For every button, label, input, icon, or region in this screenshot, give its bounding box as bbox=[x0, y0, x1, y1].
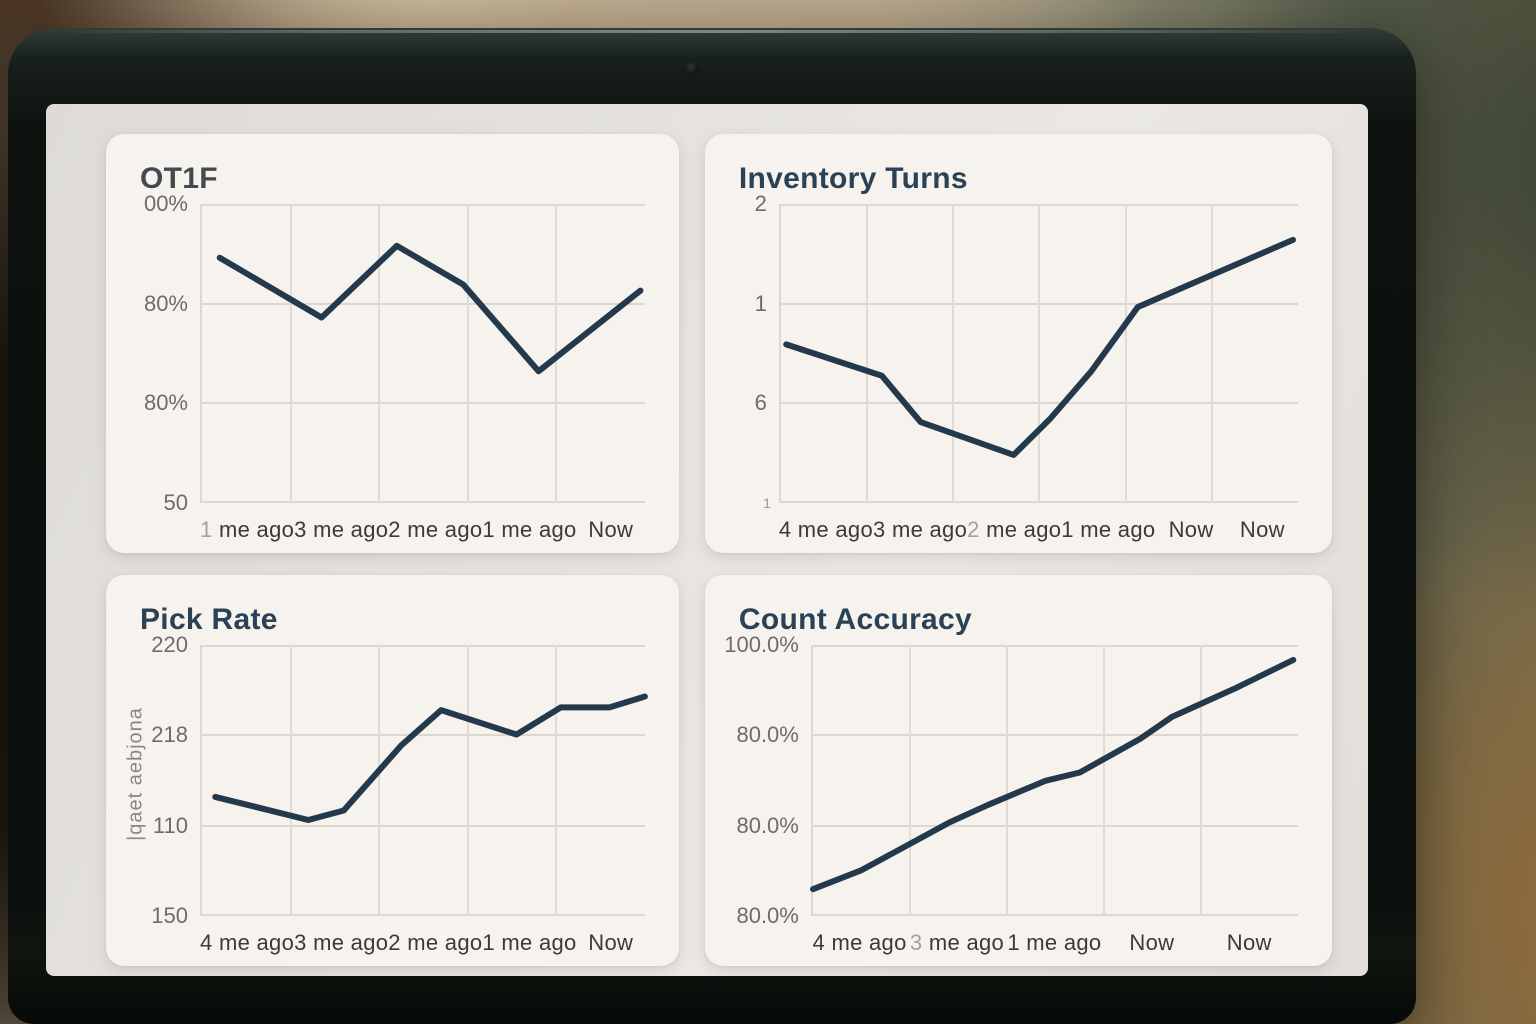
y-axis-tick: 220 bbox=[151, 631, 188, 657]
gridline bbox=[202, 913, 645, 916]
gridline bbox=[1210, 204, 1213, 503]
x-axis-tick: 2 me ago bbox=[388, 929, 483, 955]
y-axis-tick: 150 bbox=[151, 902, 188, 928]
x-axis-tick: 1 me ago bbox=[482, 516, 577, 542]
x-axis-tick: Now bbox=[588, 929, 634, 955]
y-axis-tick: 2 bbox=[754, 191, 767, 216]
gridline bbox=[1199, 644, 1202, 916]
otif-card: OT1F 00% 80% 80% 50 1 me ago 3 me ago 2 me ag… bbox=[106, 134, 679, 553]
y-axis-tick: 80.0% bbox=[736, 812, 799, 838]
y-axis-tick: 80% bbox=[143, 290, 188, 316]
y-axis-tick: 50 bbox=[163, 489, 188, 515]
gridline bbox=[866, 204, 869, 503]
y-axis-tick: 1 bbox=[754, 290, 767, 316]
gridline bbox=[202, 734, 645, 737]
trend-line bbox=[202, 204, 645, 503]
x-axis-tick: 3 me ago bbox=[909, 929, 1005, 955]
x-axis-tick: 4 me ago bbox=[778, 516, 873, 542]
gridline bbox=[555, 644, 558, 916]
plot-area bbox=[811, 644, 1298, 916]
pick-rate-card: Pick Rate |qaet aebjona 220 218 110 150 4 m… bbox=[106, 574, 679, 966]
gridline bbox=[1005, 644, 1008, 916]
x-axis: 1 me ago 3 me ago 2 me ago 1 me ago Now bbox=[200, 503, 645, 547]
x-axis-tick: Now bbox=[1168, 516, 1214, 542]
plot-area bbox=[200, 644, 645, 916]
gridline bbox=[202, 302, 645, 305]
inventory-turns-card: Inventory Turns 2 1 6 1 4 me ago 3 me ago 2 m… bbox=[704, 134, 1332, 553]
x-axis-tick: 1 me ago bbox=[1007, 929, 1102, 955]
webcam-icon bbox=[685, 62, 700, 77]
plot-area bbox=[779, 204, 1298, 503]
gridline bbox=[202, 402, 645, 405]
y-axis-tick: 100.0% bbox=[724, 631, 799, 657]
gridline bbox=[378, 644, 381, 916]
y-axis-tick: 110 bbox=[152, 812, 188, 838]
gridline bbox=[1102, 644, 1105, 916]
gridline bbox=[812, 913, 1298, 916]
y-axis: 2 1 6 1 bbox=[735, 191, 779, 511]
x-axis-tick: 3 me ago bbox=[294, 929, 389, 955]
gridline bbox=[466, 204, 469, 503]
x-axis-tick: 1 me ago bbox=[482, 929, 577, 955]
y-axis-tick: 6 bbox=[754, 390, 767, 416]
x-axis: 4 me ago 3 me ago 2 me ago 1 me ago Now bbox=[200, 916, 645, 960]
trend-line bbox=[781, 204, 1298, 503]
gridline bbox=[952, 204, 955, 503]
x-axis-tick: 3 me ago bbox=[873, 516, 968, 542]
chart-title-count-accuracy: Count Accuracy bbox=[738, 602, 972, 636]
x-axis-tick: 2 me ago bbox=[967, 516, 1062, 542]
gridline bbox=[908, 644, 911, 916]
chart-title-inventory-turns: Inventory Turns bbox=[738, 162, 968, 195]
chart-area: 100.0% 80.0% 80.0% 80.0% 4 me ago 3 me ago 1 … bbox=[724, 632, 1298, 960]
y-axis-tick: 80% bbox=[143, 390, 188, 416]
y-axis-tick: 218 bbox=[151, 722, 188, 748]
gridline bbox=[812, 644, 1298, 647]
chart-area: 00% 80% 80% 50 1 me ago 3 me ago 2 me ago 1 me… bbox=[136, 191, 645, 547]
x-axis-tick: 4 me ago bbox=[812, 929, 907, 955]
dashboard-screen: OT1F 00% 80% 80% 50 1 me ago 3 me ago 2 me ag… bbox=[46, 104, 1368, 976]
y-axis-tick: 1 bbox=[763, 494, 771, 511]
x-axis-tick: 1 me ago bbox=[200, 516, 295, 542]
count-accuracy-card: Count Accuracy 100.0% 80.0% 80.0% 80.0% 4 m… bbox=[704, 574, 1332, 966]
x-axis-tick: 1 me ago bbox=[1061, 516, 1156, 542]
x-axis-tick: 3 me ago bbox=[294, 516, 389, 542]
trend-line bbox=[813, 645, 1298, 916]
gridline bbox=[202, 824, 645, 827]
trend-line bbox=[202, 645, 645, 916]
gridline bbox=[1038, 204, 1041, 503]
chart-title-pick-rate: Pick Rate bbox=[140, 602, 278, 636]
gridline bbox=[202, 500, 645, 503]
x-axis-tick: Now bbox=[1226, 929, 1272, 955]
y-axis: 220 218 110 150 bbox=[136, 632, 200, 928]
y-axis-tick: 80.0% bbox=[736, 902, 799, 928]
gridline bbox=[289, 644, 292, 916]
y-axis: 100.0% 80.0% 80.0% 80.0% bbox=[724, 632, 811, 928]
gridline bbox=[555, 204, 558, 503]
y-axis: 00% 80% 80% 50 bbox=[136, 191, 200, 515]
gridline bbox=[289, 204, 292, 503]
y-axis-tick: 00% bbox=[143, 191, 188, 216]
gridline bbox=[202, 644, 645, 647]
x-axis: 4 me ago 3 me ago 2 me ago 1 me ago Now Now bbox=[779, 503, 1298, 547]
x-axis-tick: 4 me ago bbox=[200, 929, 295, 955]
x-axis-tick: Now bbox=[1129, 929, 1175, 955]
gridline bbox=[202, 204, 645, 206]
x-axis: 4 me ago 3 me ago 1 me ago Now Now bbox=[811, 916, 1298, 960]
gridline bbox=[812, 824, 1298, 827]
gridline bbox=[1124, 204, 1127, 503]
gridline bbox=[812, 734, 1298, 737]
chart-title-otif: OT1F bbox=[140, 162, 218, 195]
x-axis-tick: Now bbox=[1239, 516, 1285, 542]
chart-area: 220 218 110 150 4 me ago 3 me ago 2 me ago 1 m… bbox=[136, 632, 645, 960]
gridline bbox=[466, 644, 469, 916]
x-axis-tick: Now bbox=[588, 516, 634, 542]
plot-area bbox=[200, 204, 645, 503]
gridline bbox=[378, 204, 381, 503]
laptop-bezel: OT1F 00% 80% 80% 50 1 me ago 3 me ago 2 me ag… bbox=[8, 28, 1416, 1024]
y-axis-tick: 80.0% bbox=[736, 722, 799, 748]
chart-area: 2 1 6 1 4 me ago 3 me ago 2 me ago 1 me ago Now… bbox=[735, 191, 1298, 547]
x-axis-tick: 2 me ago bbox=[388, 516, 483, 542]
